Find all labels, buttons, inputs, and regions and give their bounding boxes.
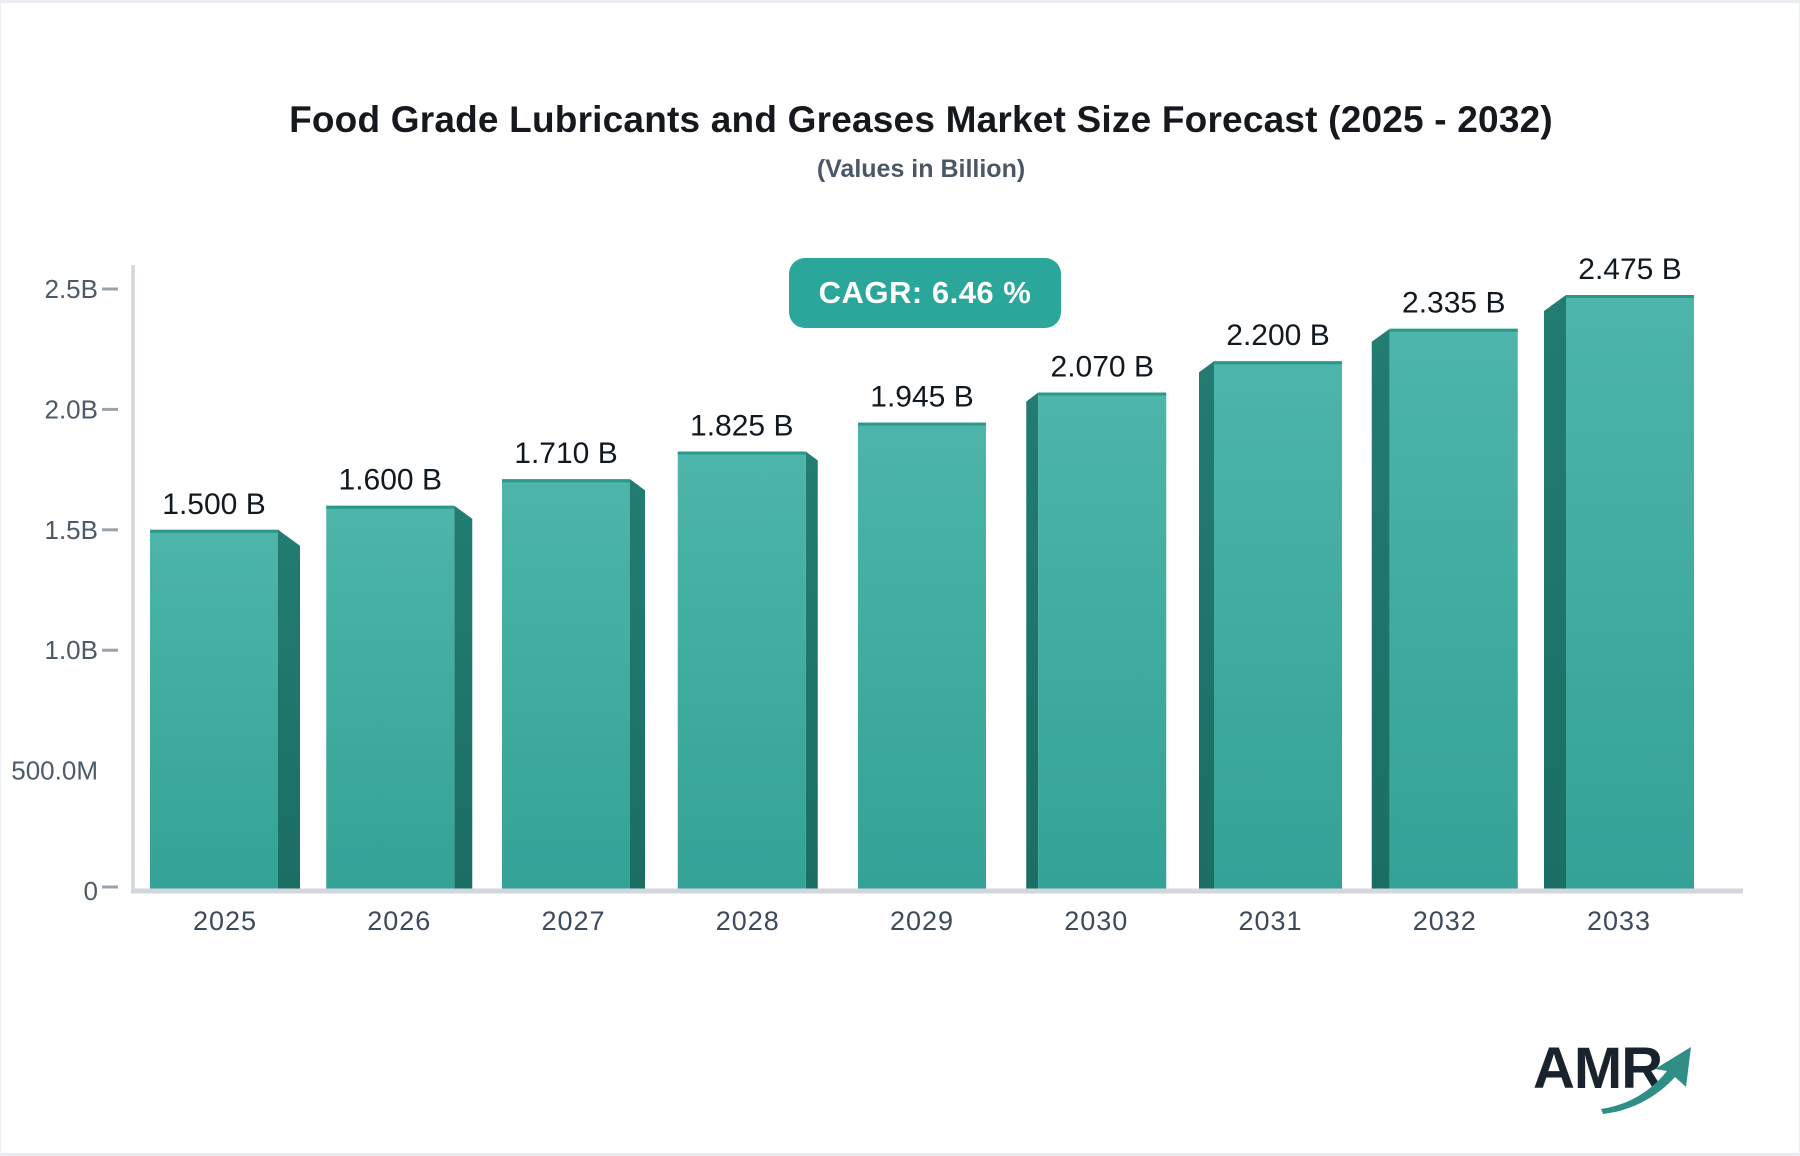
- x-tick-label-2028: 2028: [716, 906, 780, 936]
- bar-side-face: [630, 479, 645, 893]
- bar-2032: [1371, 328, 1518, 893]
- bar-chart: 1.500 B 2025 1.600 B 2026 1.710 B 2027 1.825 B…: [11, 253, 1743, 936]
- chart-subtitle: (Values in Billion): [816, 155, 1026, 183]
- bar-side-face: [454, 505, 473, 893]
- bar-front-face: [1038, 392, 1167, 893]
- x-tick-label-2029: 2029: [890, 906, 954, 936]
- bar-front-face: [326, 505, 455, 893]
- cagr-badge: CAGR: 6.46 %: [789, 258, 1061, 328]
- y-tick-label-2.0B: 2.0B: [45, 394, 99, 424]
- labels-layer: 1.500 B 2025 1.600 B 2026 1.710 B 2027 1.825 B…: [11, 253, 1681, 936]
- bar-value-label-2027: 1.710 B: [514, 437, 617, 470]
- axes-layer: [102, 265, 1743, 894]
- bar-value-label-2029: 1.945 B: [870, 381, 973, 414]
- bar-value-label-2033: 2.475 B: [1578, 253, 1681, 286]
- bar-2026: [326, 505, 473, 893]
- bar-side-face: [1544, 295, 1566, 893]
- bar-value-label-2026: 1.600 B: [339, 464, 442, 497]
- bar-front-face: [858, 422, 986, 893]
- x-tick-label-2033: 2033: [1587, 906, 1651, 936]
- x-tick-label-2030: 2030: [1064, 906, 1128, 936]
- bar-front-face: [150, 529, 278, 893]
- bar-2029: [858, 422, 986, 893]
- bar-side-face: [278, 529, 300, 893]
- bar-side-face: [805, 451, 818, 893]
- bar-front-face: [1389, 328, 1518, 893]
- bar-value-label-2028: 1.825 B: [690, 410, 793, 443]
- x-tick-label-2025: 2025: [193, 906, 257, 936]
- y-tick-label-1.0B: 1.0B: [45, 635, 99, 665]
- y-tick-label-500.0M: 500.0M: [11, 756, 98, 786]
- bar-2028: [677, 451, 818, 893]
- bar-2027: [502, 479, 645, 893]
- y-tick-label-0: 0: [84, 876, 98, 906]
- x-tick-label-2027: 2027: [541, 906, 605, 936]
- cagr-badge-label: CAGR: 6.46 %: [818, 275, 1032, 310]
- growth-arrow-icon: [1601, 1047, 1691, 1114]
- y-tick-label-2.5B: 2.5B: [45, 274, 99, 304]
- bar-front-face: [502, 479, 630, 893]
- bar-front-face: [1214, 361, 1342, 893]
- bar-side-face: [1371, 328, 1390, 893]
- bar-value-label-2032: 2.335 B: [1402, 287, 1505, 320]
- bar-2025: [150, 529, 300, 893]
- bar-value-label-2031: 2.200 B: [1226, 319, 1329, 352]
- bars-layer: [150, 295, 1694, 893]
- x-tick-label-2026: 2026: [367, 906, 431, 936]
- bar-side-face: [1199, 361, 1214, 893]
- amr-logo-text: AMR: [1533, 1036, 1663, 1101]
- x-tick-label-2031: 2031: [1238, 906, 1302, 936]
- bar-front-face: [1566, 295, 1694, 893]
- bar-value-label-2030: 2.070 B: [1051, 351, 1154, 384]
- bar-front-face: [677, 451, 806, 893]
- x-tick-label-2032: 2032: [1413, 906, 1477, 936]
- bar-2033: [1544, 295, 1694, 893]
- bar-2031: [1199, 361, 1342, 893]
- bar-2030: [1026, 392, 1167, 893]
- amr-logo: AMR: [1529, 1025, 1729, 1125]
- chart-title: Food Grade Lubricants and Greases Market…: [289, 99, 1553, 140]
- bar-side-face: [1026, 392, 1039, 893]
- bar-value-label-2025: 1.500 B: [162, 488, 265, 521]
- y-tick-label-1.5B: 1.5B: [45, 515, 99, 545]
